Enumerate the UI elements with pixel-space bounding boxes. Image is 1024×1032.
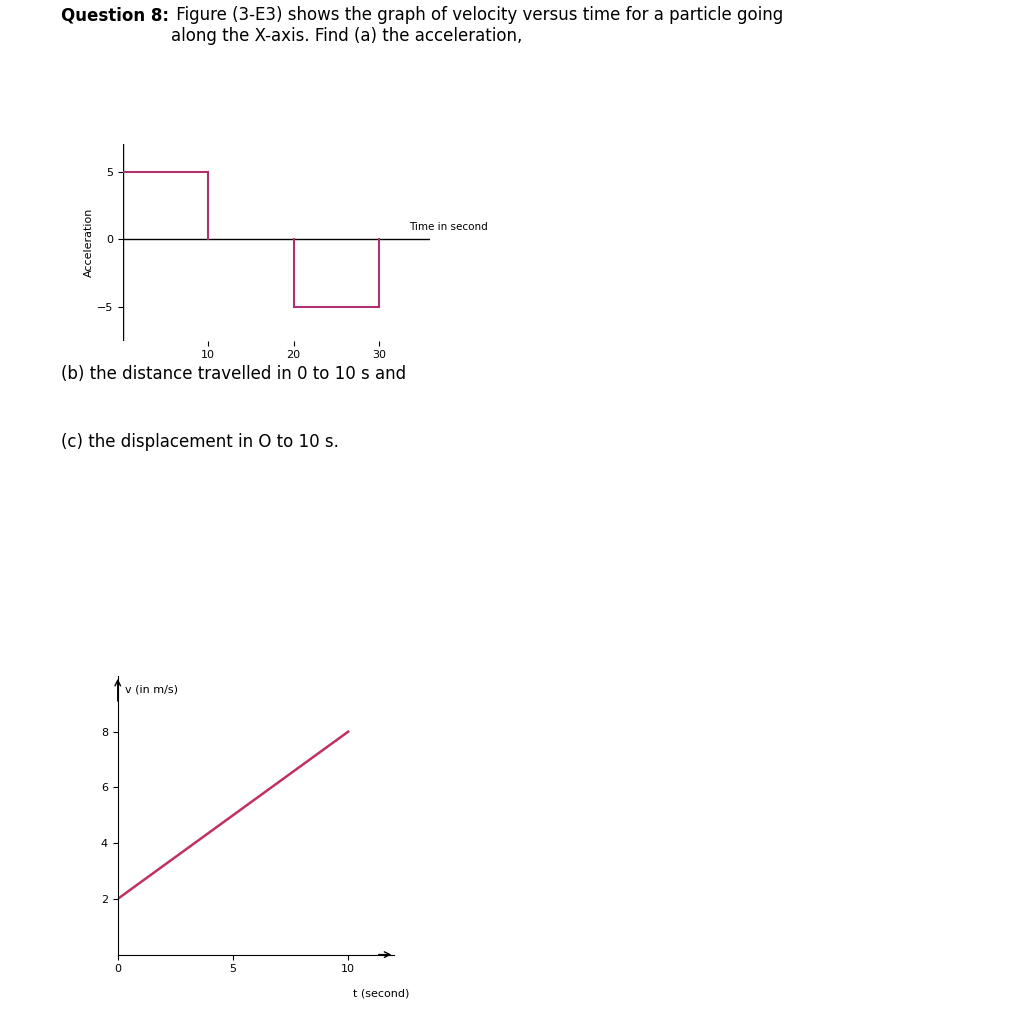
Text: t (second): t (second)	[352, 988, 410, 998]
Text: Figure (3-E3) shows the graph of velocity versus time for a particle going
along: Figure (3-E3) shows the graph of velocit…	[171, 6, 783, 45]
Text: Question 8:: Question 8:	[61, 6, 169, 24]
Text: Time in second: Time in second	[409, 222, 487, 232]
Text: v (in m/s): v (in m/s)	[125, 684, 178, 695]
Text: (c) the displacement in O to 10 s.: (c) the displacement in O to 10 s.	[61, 433, 339, 451]
Y-axis label: Acceleration: Acceleration	[84, 207, 94, 278]
Text: (b) the distance travelled in 0 to 10 s and: (b) the distance travelled in 0 to 10 s …	[61, 365, 407, 383]
